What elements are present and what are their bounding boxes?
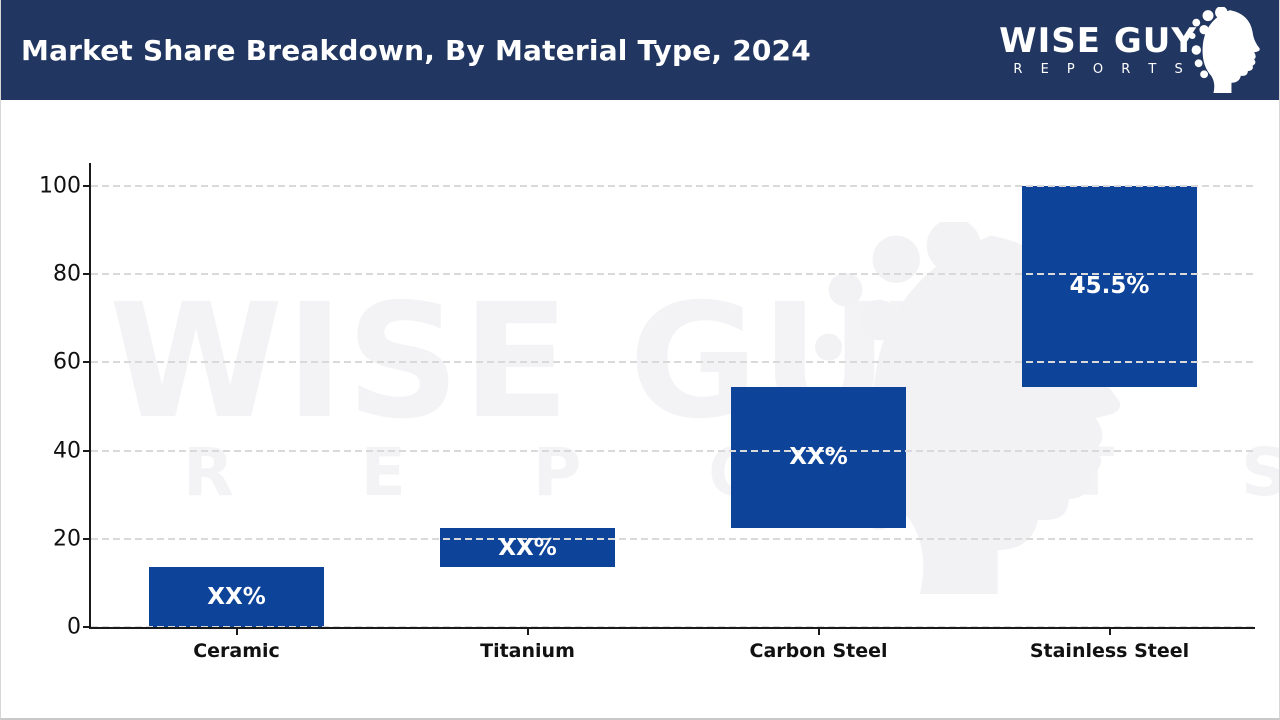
wise-guy-logo: WISE GUY R E P O R T S bbox=[999, 7, 1279, 93]
bar-titanium bbox=[440, 527, 615, 568]
x-category-label: Stainless Steel bbox=[1029, 640, 1190, 662]
y-tick-label: 80 bbox=[53, 261, 81, 287]
x-tick-mark bbox=[1108, 627, 1111, 635]
y-tick-label: 40 bbox=[53, 438, 81, 464]
bar-carbon-steel bbox=[731, 386, 906, 528]
bar-ceramic bbox=[149, 567, 324, 627]
x-tick-mark bbox=[526, 627, 529, 635]
logo-name: WISE GUY bbox=[999, 20, 1197, 61]
y-tick-mark bbox=[83, 185, 91, 187]
y-axis-spine bbox=[89, 163, 91, 629]
y-tick-mark bbox=[83, 273, 91, 276]
bar-stainless-steel bbox=[1022, 186, 1197, 387]
y-tick-label: 0 bbox=[67, 614, 81, 640]
y-tick-mark bbox=[83, 626, 91, 628]
x-category-label: Titanium bbox=[480, 640, 575, 662]
x-tick-mark bbox=[817, 627, 820, 635]
page-title: Market Share Breakdown, By Material Type… bbox=[21, 33, 811, 67]
y-tick-mark bbox=[83, 361, 91, 364]
y-tick-label: 60 bbox=[53, 349, 81, 375]
bar-value-label: XX% bbox=[498, 534, 557, 561]
y-tick-label: 20 bbox=[53, 526, 81, 552]
bar-value-label: 45.5% bbox=[1069, 273, 1150, 300]
bar-value-label: XX% bbox=[207, 584, 266, 611]
x-category-label: Ceramic bbox=[193, 640, 280, 662]
head-profile-icon bbox=[1189, 7, 1260, 93]
x-axis-spine bbox=[89, 627, 1255, 629]
logo-text: WISE GUY R E P O R T S bbox=[999, 24, 1197, 77]
header-band: Market Share Breakdown, By Material Type… bbox=[1, 0, 1279, 100]
bar-value-label: XX% bbox=[789, 444, 848, 471]
y-tick-label: 100 bbox=[39, 173, 81, 199]
logo-subtitle: R E P O R T S bbox=[1013, 61, 1190, 77]
x-tick-mark bbox=[235, 627, 238, 635]
y-tick-mark bbox=[83, 449, 91, 452]
x-category-label: Carbon Steel bbox=[749, 640, 888, 662]
y-tick-mark bbox=[83, 537, 91, 540]
